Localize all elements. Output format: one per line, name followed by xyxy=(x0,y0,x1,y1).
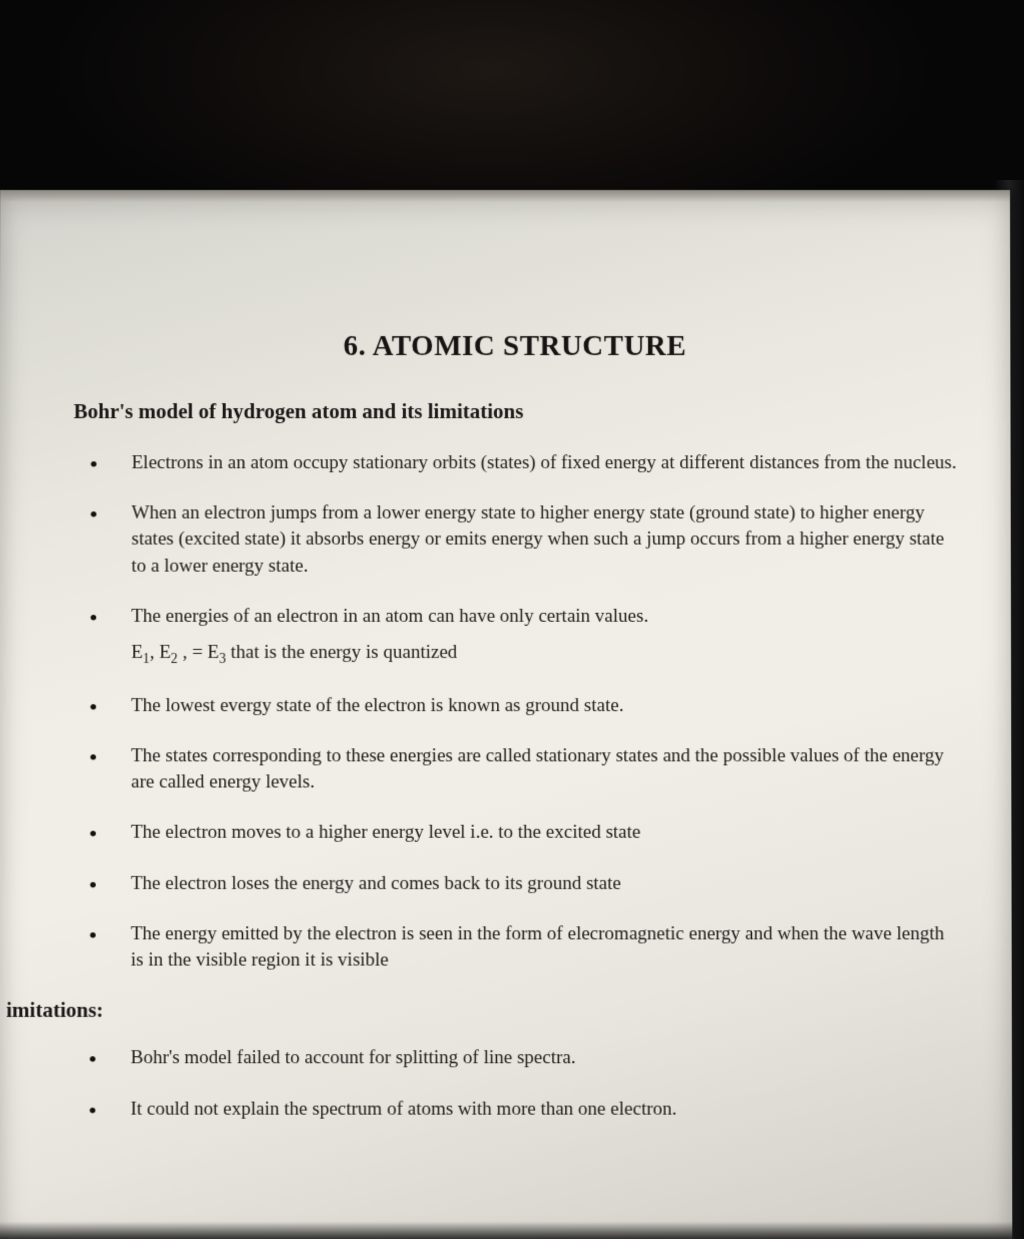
list-item: The states corresponding to these energi… xyxy=(75,743,961,796)
limitations-list: Bohr's model failed to account for split… xyxy=(74,1045,962,1122)
chapter-number: 6. xyxy=(343,330,366,362)
chapter-title: 6. ATOMIC STRUCTURE xyxy=(70,330,961,363)
bullet-text: Electrons in an atom occupy stationary o… xyxy=(132,452,957,473)
bullet-text: The lowest evergy state of the electron … xyxy=(131,695,624,716)
photo-background: 6. ATOMIC STRUCTURE Bohr's model of hydr… xyxy=(0,0,1024,1239)
list-item: Bohr's model failed to account for split… xyxy=(74,1045,961,1071)
paper-top-edge xyxy=(0,190,1010,202)
bullet-text: The energy emitted by the electron is se… xyxy=(131,923,944,971)
list-item: The electron moves to a higher energy le… xyxy=(75,820,962,846)
quantized-energy-line: E1, E2 , = E3 that is the energy is quan… xyxy=(131,640,961,669)
bullet-text: It could not explain the spectrum of ato… xyxy=(130,1098,676,1119)
list-item: It could not explain the spectrum of ato… xyxy=(74,1096,962,1122)
bullet-text: The electron loses the energy and comes … xyxy=(131,873,621,894)
list-item: When an electron jumps from a lower ener… xyxy=(75,501,961,580)
list-item: The energies of an electron in an atom c… xyxy=(75,604,961,669)
dark-top-region xyxy=(0,0,1024,200)
bullet-text: Bohr's model failed to account for split… xyxy=(131,1047,576,1068)
bullet-text: When an electron jumps from a lower ener… xyxy=(131,503,944,577)
bullet-text: The energies of an electron in an atom c… xyxy=(131,606,648,627)
eq-sub: 3 xyxy=(219,651,226,666)
list-item: Electrons in an atom occupy stationary o… xyxy=(75,450,960,476)
bottom-cutoff-shadow xyxy=(0,1222,1012,1239)
page-content: 6. ATOMIC STRUCTURE Bohr's model of hydr… xyxy=(0,190,1012,1177)
paper-sheet: 6. ATOMIC STRUCTURE Bohr's model of hydr… xyxy=(0,190,1012,1239)
bullet-text: The electron moves to a higher energy le… xyxy=(131,822,641,843)
notes-list: Electrons in an atom occupy stationary o… xyxy=(75,450,962,974)
bullet-text: The states corresponding to these energi… xyxy=(131,745,944,792)
section-title: Bohr's model of hydrogen atom and its li… xyxy=(74,399,961,424)
eq-part: , E xyxy=(150,642,171,663)
eq-part: that is the energy is quantized xyxy=(226,642,457,663)
list-item: The lowest evergy state of the electron … xyxy=(75,693,961,719)
chapter-title-text: ATOMIC STRUCTURE xyxy=(372,330,686,362)
eq-part: , = E xyxy=(178,642,219,663)
eq-part: E xyxy=(131,642,143,663)
limitations-title: imitations: xyxy=(6,998,961,1023)
list-item: The electron loses the energy and comes … xyxy=(75,871,962,897)
list-item: The energy emitted by the electron is se… xyxy=(75,921,962,974)
